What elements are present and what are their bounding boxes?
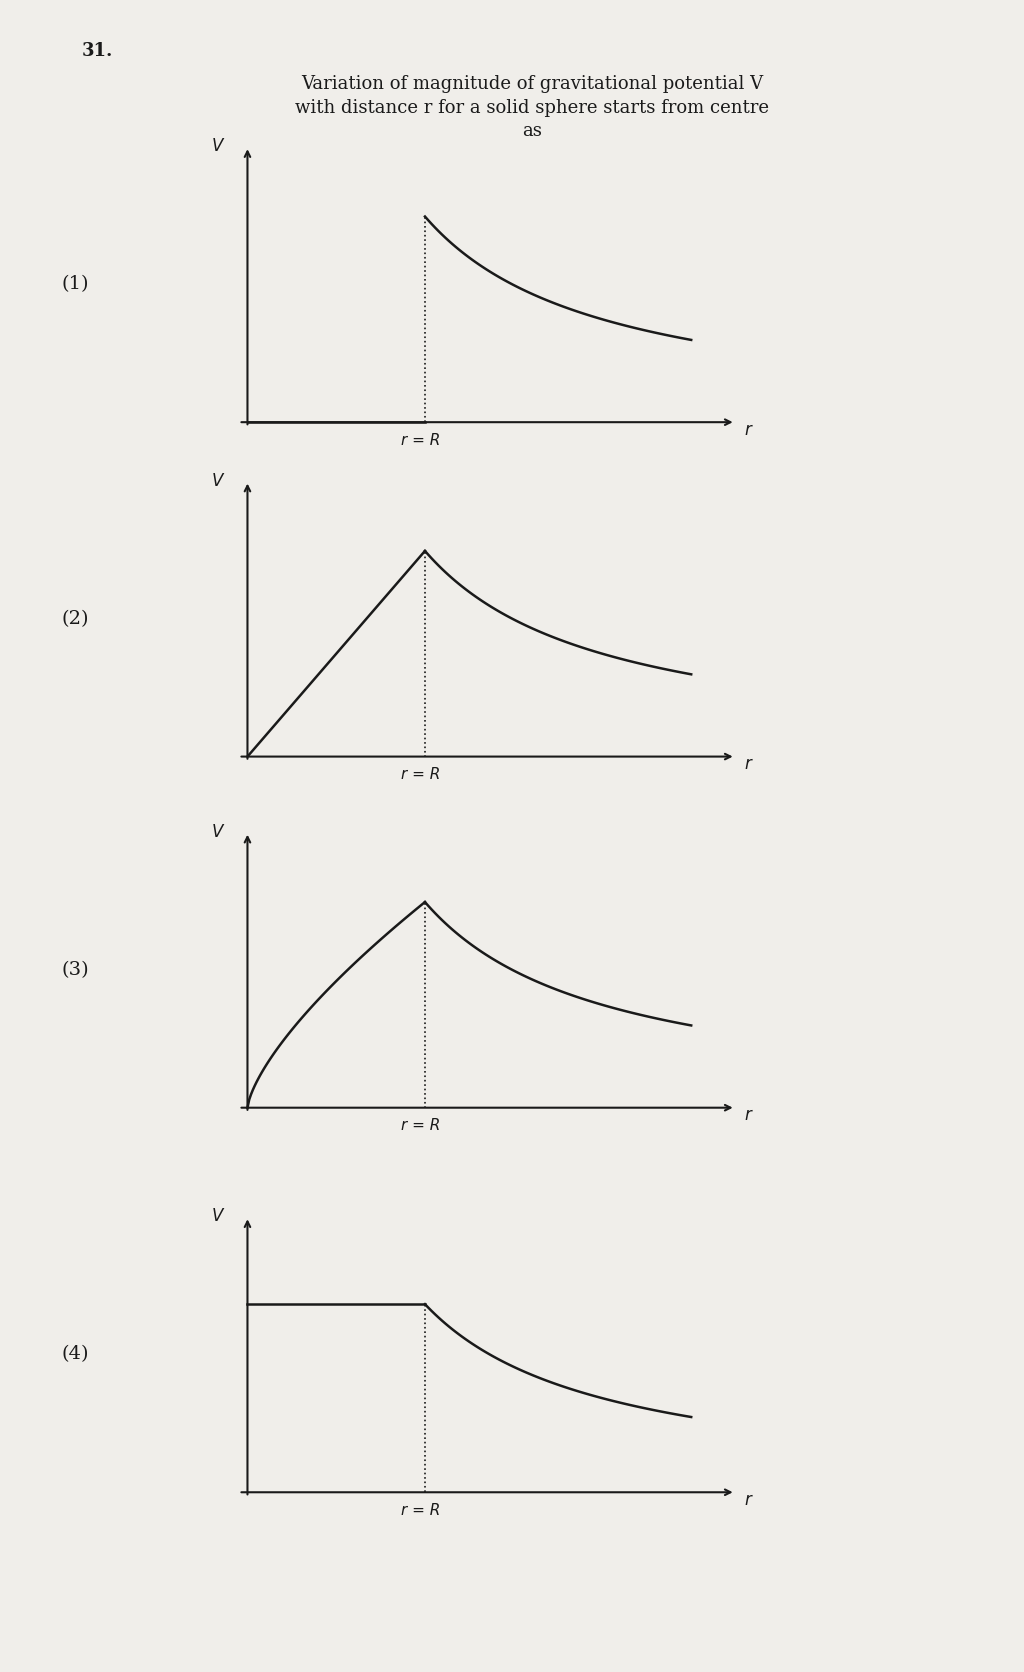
Text: V: V xyxy=(212,137,223,155)
Text: V: V xyxy=(212,472,223,490)
Text: (4): (4) xyxy=(61,1346,89,1363)
Text: (1): (1) xyxy=(61,276,89,293)
Text: (2): (2) xyxy=(61,610,89,627)
Text: V: V xyxy=(212,823,223,841)
Text: r: r xyxy=(744,756,752,772)
Text: r = R: r = R xyxy=(400,767,440,782)
Text: r = R: r = R xyxy=(400,1503,440,1518)
Text: r = R: r = R xyxy=(400,433,440,448)
Text: r = R: r = R xyxy=(400,1119,440,1134)
Text: V: V xyxy=(212,1207,223,1226)
Text: 31.: 31. xyxy=(82,42,114,60)
Text: r: r xyxy=(744,1491,752,1508)
Text: r: r xyxy=(744,1107,752,1124)
Text: Variation of magnitude of gravitational potential V
with distance r for a solid : Variation of magnitude of gravitational … xyxy=(296,75,769,140)
Text: r: r xyxy=(744,421,752,438)
Text: (3): (3) xyxy=(61,961,89,978)
